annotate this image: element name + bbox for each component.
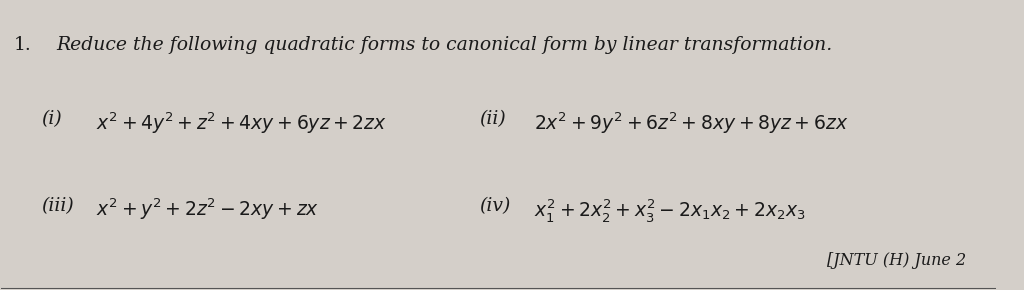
Text: (iv): (iv) [479, 197, 510, 215]
Text: (i): (i) [41, 110, 61, 128]
Text: $2x^2 + 9y^2 + 6z^2 + 8xy + 8yz + 6zx$: $2x^2 + 9y^2 + 6z^2 + 8xy + 8yz + 6zx$ [534, 110, 848, 136]
Text: $x_1^2 + 2x_2^2 + x_3^2 - 2x_1x_2 + 2x_2x_3$: $x_1^2 + 2x_2^2 + x_3^2 - 2x_1x_2 + 2x_2… [534, 197, 805, 224]
Text: 1.: 1. [13, 36, 31, 54]
Text: (iii): (iii) [41, 197, 74, 215]
Text: (ii): (ii) [479, 110, 506, 128]
Text: [JNTU (H) June 2: [JNTU (H) June 2 [827, 251, 967, 269]
Text: Reduce the following quadratic forms to canonical form by linear transformation.: Reduce the following quadratic forms to … [56, 36, 833, 54]
Text: $x^2 + y^2 + 2z^2 - 2xy + zx$: $x^2 + y^2 + 2z^2 - 2xy + zx$ [96, 197, 319, 222]
Text: $x^2 + 4y^2 + z^2 + 4xy + 6yz + 2zx$: $x^2 + 4y^2 + z^2 + 4xy + 6yz + 2zx$ [96, 110, 387, 136]
